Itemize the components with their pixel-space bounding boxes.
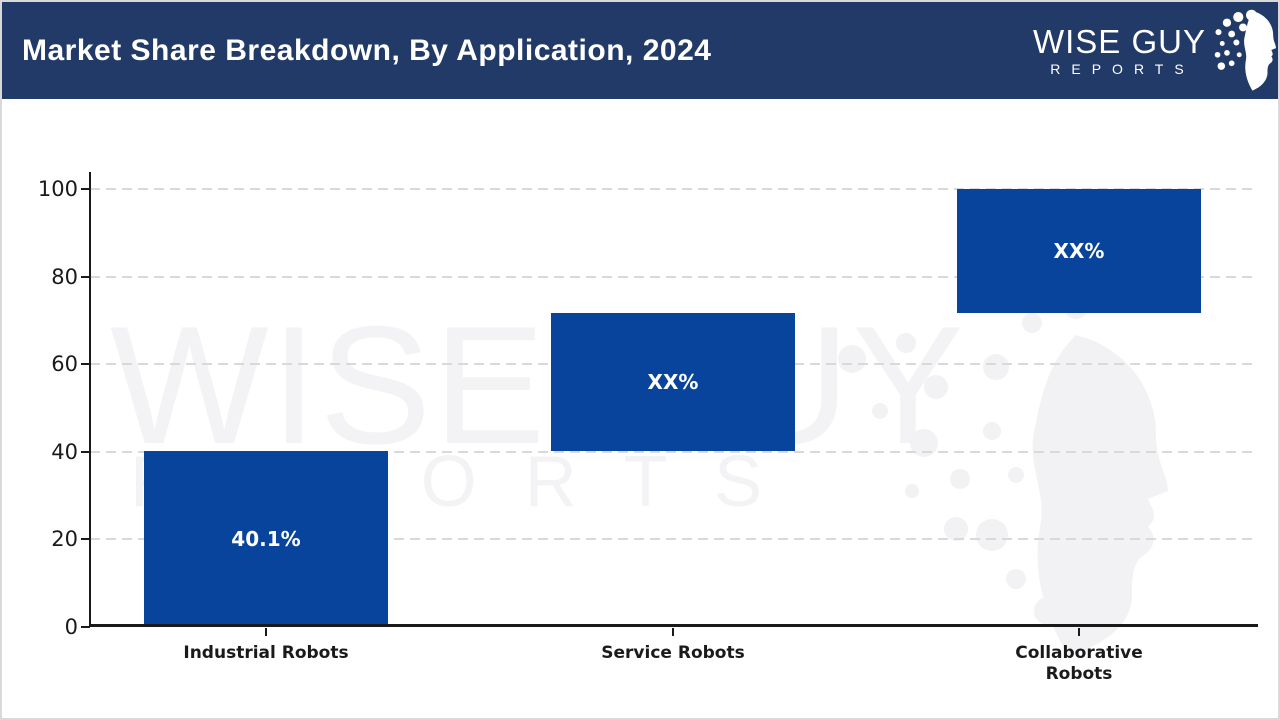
y-tick-label: 40	[51, 439, 78, 464]
gridline	[90, 188, 1255, 191]
y-tick-label: 0	[64, 614, 78, 639]
y-tick-mark	[81, 625, 90, 628]
bar-1: 40.1%	[144, 451, 388, 627]
logo-subtext: REPORTS	[1050, 61, 1195, 78]
x-category-label: Collaborative Robots	[1015, 642, 1143, 684]
waterfall-chart: WISE GUY R E P O R T S 0 20 40 60 80 100 40.1…	[2, 99, 1278, 718]
x-axis-line	[89, 624, 1258, 627]
gridline	[90, 450, 1255, 453]
bar-value-label: XX%	[647, 369, 699, 394]
y-tick-mark	[81, 450, 90, 453]
x-tick-mark	[265, 627, 267, 636]
gridline	[90, 275, 1255, 278]
header: Market Share Breakdown, By Application, …	[2, 2, 1278, 99]
watermark-wordmark: WISE GUY	[110, 291, 967, 479]
x-tick-mark	[1078, 627, 1080, 636]
y-axis-line	[89, 172, 91, 627]
x-category-label: Industrial Robots	[183, 642, 349, 663]
wiseguy-logo: WISE GUY REPORTS	[1033, 6, 1276, 96]
y-tick-mark	[81, 363, 90, 366]
y-tick-label: 100	[37, 177, 78, 202]
y-tick-mark	[81, 275, 90, 278]
x-tick-mark	[672, 627, 674, 636]
page-title: Market Share Breakdown, By Application, …	[22, 33, 712, 67]
y-tick-label: 60	[51, 352, 78, 377]
bar-value-label: XX%	[1053, 238, 1105, 263]
y-tick-mark	[81, 188, 90, 191]
watermark-face-graphic	[838, 295, 1168, 655]
bar-2: XX%	[551, 312, 795, 452]
y-tick-label: 20	[51, 527, 78, 552]
bar-value-label: 40.1%	[231, 526, 301, 551]
x-category-label: Service Robots	[601, 642, 745, 663]
logo-face-icon	[1214, 9, 1276, 91]
y-tick-label: 80	[51, 264, 78, 289]
bar-3: XX%	[957, 189, 1201, 313]
logo-wordmark: WISE GUY	[1032, 22, 1206, 60]
y-tick-mark	[81, 538, 90, 541]
gridline	[90, 538, 1255, 541]
logo-wordmark-block: WISE GUY REPORTS	[1032, 22, 1206, 78]
